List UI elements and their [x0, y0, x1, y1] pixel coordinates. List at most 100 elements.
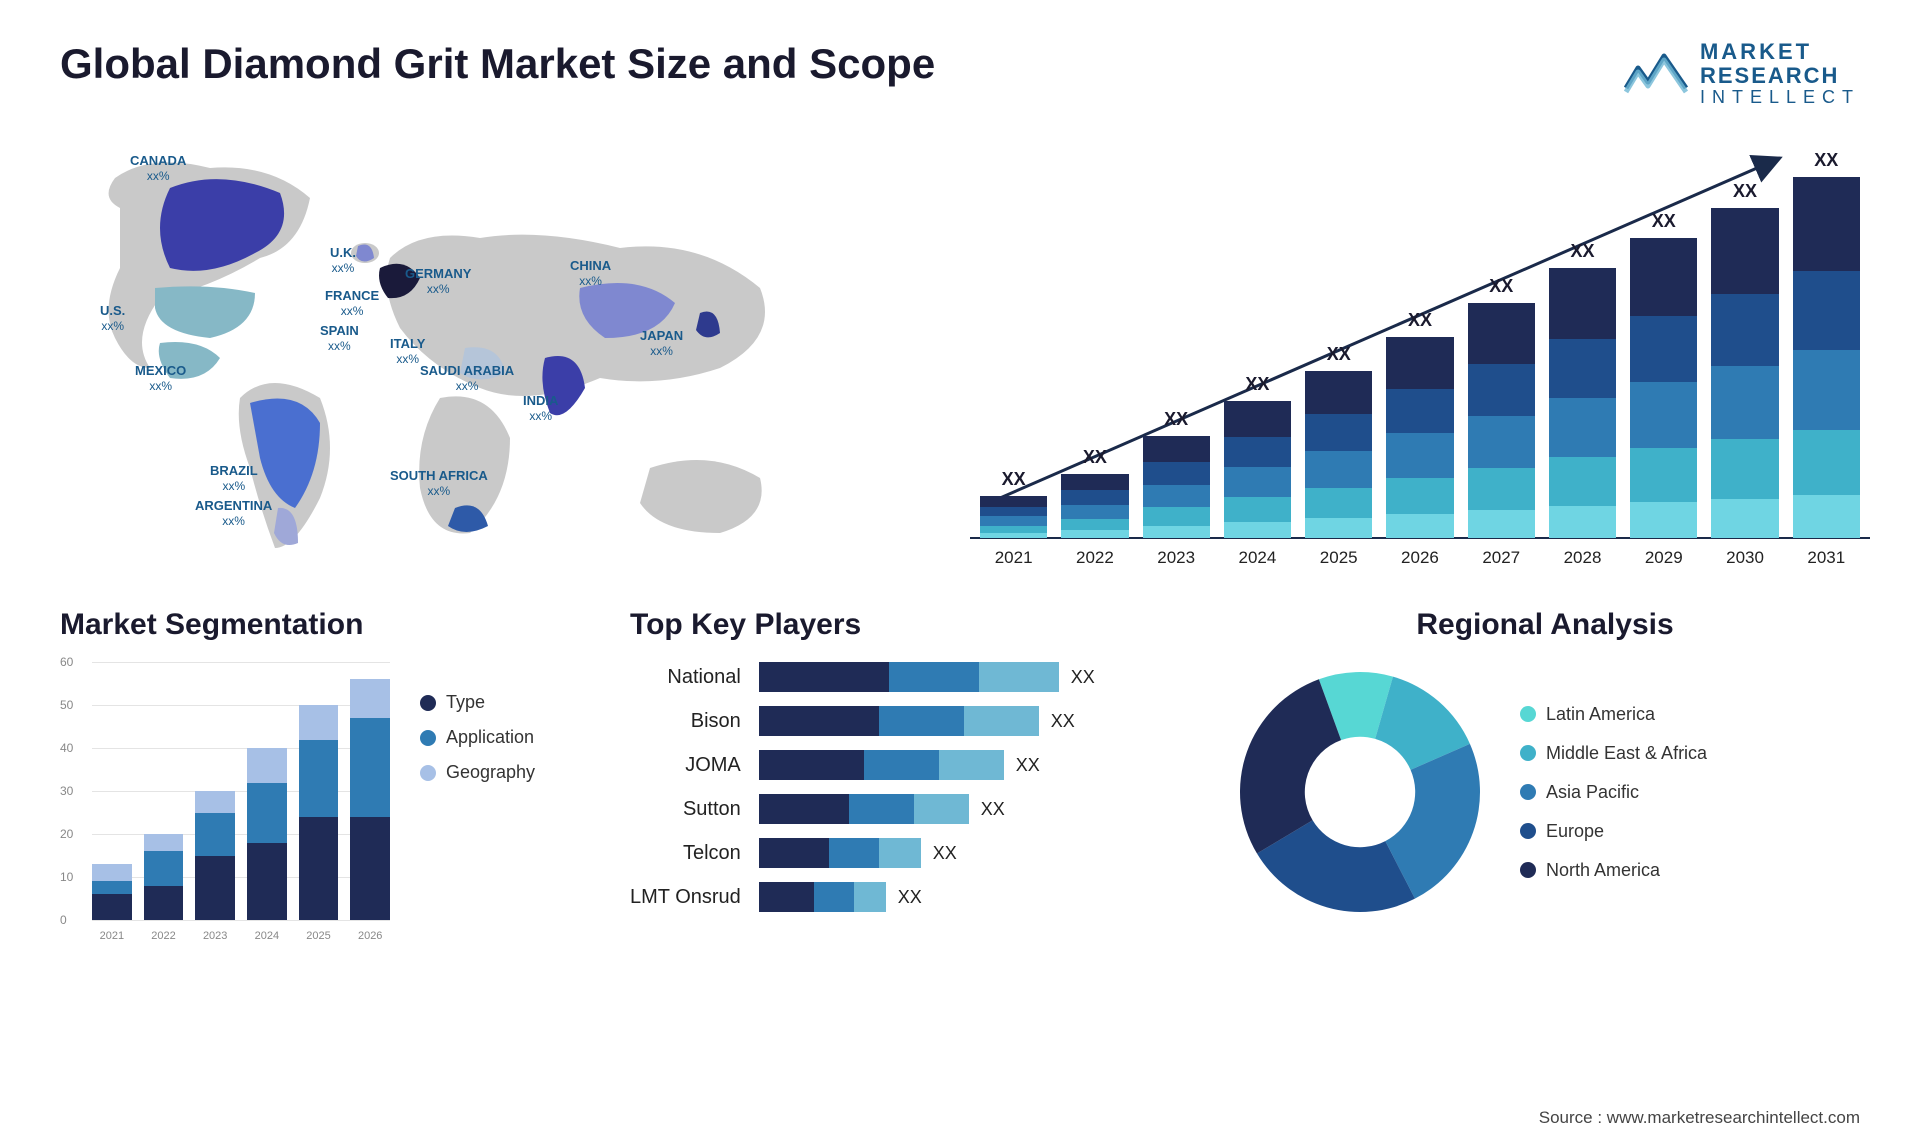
forecast-bar: XX	[1143, 409, 1210, 539]
forecast-bar: XX	[1061, 447, 1128, 539]
forecast-value-label: XX	[1327, 344, 1351, 365]
logo-line2: RESEARCH	[1700, 64, 1860, 88]
seg-y-tick: 50	[60, 698, 73, 712]
key-player-value: XX	[981, 799, 1005, 820]
legend-dot-icon	[1520, 784, 1536, 800]
map-country-label: FRANCExx%	[325, 288, 379, 318]
legend-item: Middle East & Africa	[1520, 743, 1707, 764]
legend-item: Type	[420, 692, 535, 713]
seg-year-label: 2022	[144, 930, 184, 942]
seg-bar	[92, 864, 132, 920]
forecast-value-label: XX	[1408, 310, 1432, 331]
segmentation-chart: 0102030405060 202120222023202420252026	[60, 662, 390, 942]
map-country-label: CANADAxx%	[130, 153, 186, 183]
forecast-value-label: XX	[1733, 181, 1757, 202]
legend-dot-icon	[420, 730, 436, 746]
legend-item: Geography	[420, 762, 535, 783]
forecast-value-label: XX	[1814, 150, 1838, 171]
forecast-year-label: 2022	[1061, 548, 1128, 568]
legend-label: Asia Pacific	[1546, 782, 1639, 803]
key-player-label: LMT Onsrud	[630, 882, 741, 912]
top-row: CANADAxx%U.S.xx%MEXICOxx%BRAZILxx%ARGENT…	[60, 138, 1860, 568]
key-players-title: Top Key Players	[630, 608, 1190, 642]
map-country-label: U.K.xx%	[330, 245, 356, 275]
regional-donut-chart	[1230, 662, 1490, 922]
forecast-bar: XX	[1386, 310, 1453, 538]
forecast-year-label: 2026	[1386, 548, 1453, 568]
map-country-label: ITALYxx%	[390, 336, 425, 366]
forecast-chart: XXXXXXXXXXXXXXXXXXXXXX 20212022202320242…	[980, 138, 1860, 568]
legend-label: Geography	[446, 762, 535, 783]
legend-label: Europe	[1546, 821, 1604, 842]
forecast-bar: XX	[1224, 374, 1291, 538]
bottom-row: Market Segmentation 0102030405060 202120…	[60, 608, 1860, 942]
key-player-bar: XX	[759, 662, 1190, 692]
forecast-year-label: 2023	[1143, 548, 1210, 568]
key-players-labels: NationalBisonJOMASuttonTelconLMT Onsrud	[630, 662, 741, 912]
forecast-value-label: XX	[1652, 211, 1676, 232]
legend-label: Latin America	[1546, 704, 1655, 725]
forecast-year-label: 2029	[1630, 548, 1697, 568]
forecast-year-label: 2025	[1305, 548, 1372, 568]
key-player-bar: XX	[759, 706, 1190, 736]
legend-item: Asia Pacific	[1520, 782, 1707, 803]
seg-bar	[195, 791, 235, 920]
header: Global Diamond Grit Market Size and Scop…	[60, 40, 1860, 108]
seg-bar	[247, 748, 287, 920]
legend-dot-icon	[1520, 706, 1536, 722]
forecast-year-label: 2021	[980, 548, 1047, 568]
segmentation-section: Market Segmentation 0102030405060 202120…	[60, 608, 590, 942]
legend-label: Type	[446, 692, 485, 713]
logo-line3: INTELLECT	[1700, 88, 1860, 108]
seg-bar	[144, 834, 184, 920]
seg-y-tick: 20	[60, 827, 73, 841]
map-country-label: INDIAxx%	[523, 393, 558, 423]
map-country-label: SAUDI ARABIAxx%	[420, 363, 514, 393]
seg-year-label: 2021	[92, 930, 132, 942]
forecast-value-label: XX	[1570, 241, 1594, 262]
forecast-value-label: XX	[1489, 276, 1513, 297]
segmentation-legend: Type Application Geography	[420, 692, 535, 783]
forecast-bar: XX	[1549, 241, 1616, 538]
seg-year-label: 2024	[247, 930, 287, 942]
brand-logo: MARKET RESEARCH INTELLECT	[1624, 40, 1860, 108]
key-player-value: XX	[898, 887, 922, 908]
logo-icon	[1624, 48, 1688, 101]
map-country-label: MEXICOxx%	[135, 363, 186, 393]
source-attribution: Source : www.marketresearchintellect.com	[1539, 1108, 1860, 1128]
map-country-label: BRAZILxx%	[210, 463, 258, 493]
key-player-label: National	[667, 662, 740, 692]
seg-y-tick: 10	[60, 870, 73, 884]
forecast-value-label: XX	[1245, 374, 1269, 395]
forecast-bar: XX	[1468, 276, 1535, 539]
seg-year-label: 2026	[350, 930, 390, 942]
forecast-year-label: 2027	[1468, 548, 1535, 568]
legend-label: Middle East & Africa	[1546, 743, 1707, 764]
legend-item: Application	[420, 727, 535, 748]
seg-y-tick: 30	[60, 784, 73, 798]
legend-item: Latin America	[1520, 704, 1707, 725]
key-player-label: JOMA	[685, 750, 741, 780]
seg-y-tick: 60	[60, 655, 73, 669]
seg-y-tick: 40	[60, 741, 73, 755]
legend-dot-icon	[420, 765, 436, 781]
forecast-bar: XX	[980, 469, 1047, 538]
legend-label: North America	[1546, 860, 1660, 881]
seg-year-label: 2023	[195, 930, 235, 942]
seg-bar	[299, 705, 339, 920]
page-title: Global Diamond Grit Market Size and Scop…	[60, 40, 935, 88]
legend-dot-icon	[1520, 862, 1536, 878]
legend-item: Europe	[1520, 821, 1707, 842]
map-country-label: ARGENTINAxx%	[195, 498, 272, 528]
map-country-label: GERMANYxx%	[405, 266, 471, 296]
forecast-value-label: XX	[1164, 409, 1188, 430]
donut-slice	[1240, 679, 1341, 853]
key-player-value: XX	[1051, 711, 1075, 732]
key-player-label: Sutton	[683, 794, 741, 824]
map-country-label: JAPANxx%	[640, 328, 683, 358]
key-players-bars: XXXXXXXXXXXX	[759, 662, 1190, 912]
world-map-panel: CANADAxx%U.S.xx%MEXICOxx%BRAZILxx%ARGENT…	[60, 138, 940, 568]
world-map	[60, 138, 940, 568]
legend-dot-icon	[420, 695, 436, 711]
forecast-value-label: XX	[1083, 447, 1107, 468]
